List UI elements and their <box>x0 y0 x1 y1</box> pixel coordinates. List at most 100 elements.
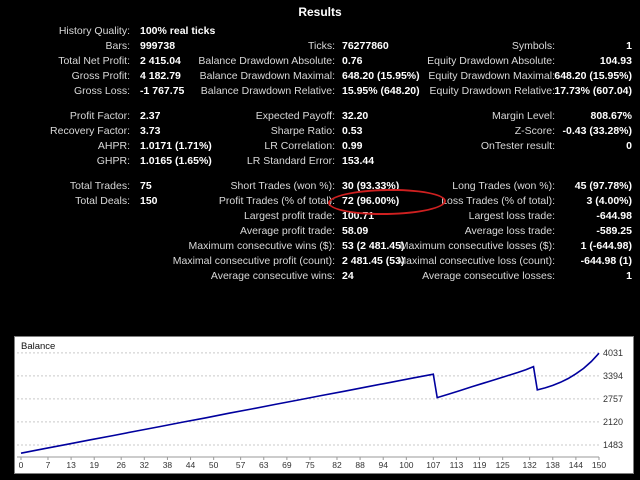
stat-value: 648.20 (15.95%) <box>342 70 420 82</box>
x-axis-label: 144 <box>569 460 583 470</box>
x-axis-label: 75 <box>305 460 315 470</box>
stat-row: Profit Factor: 2.37 Expected Payoff: 32.20 M… <box>0 109 640 124</box>
stat-value: 45 (97.78%) <box>574 180 632 192</box>
x-axis-label: 150 <box>592 460 606 470</box>
stat-label: AHPR: <box>97 140 130 152</box>
stat-value: 30 (93.33%) <box>342 180 400 192</box>
x-axis-label: 119 <box>473 460 487 470</box>
stat-label: Z-Score: <box>514 125 555 137</box>
balance-chart: 1483 2120 2757 3394 4031 0 7 13 19 26 32 38 44 50 57 63… <box>14 336 634 474</box>
x-axis-label: 94 <box>378 460 388 470</box>
stat-label: Ticks: <box>307 40 335 52</box>
stat-row: Average profit trade: 58.09 Average loss t… <box>0 224 640 239</box>
stat-row: Bars: 999738 Ticks: 76277860 Symbols: 1 <box>0 39 640 54</box>
stat-label: Average consecutive losses: <box>422 270 555 282</box>
stat-label: Largest loss trade: <box>468 210 555 222</box>
stat-label: Expected Payoff: <box>255 110 335 122</box>
x-axis-label: 7 <box>46 460 51 470</box>
x-axis-label: 44 <box>186 460 196 470</box>
stat-value: 150 <box>140 195 158 207</box>
stat-label: Margin Level: <box>491 110 555 122</box>
stat-label: Gross Profit: <box>71 70 130 82</box>
stat-label: Equity Drawdown Absolute: <box>427 55 555 67</box>
y-axis-label: 1483 <box>603 440 623 450</box>
x-axis-label: 57 <box>236 460 246 470</box>
stat-value: 0 <box>626 140 632 152</box>
stat-row: Maximal consecutive profit (count): 2 481… <box>0 254 640 269</box>
stat-value: 0.76 <box>342 55 363 67</box>
page-title: Results <box>298 5 342 19</box>
x-axis-label: 63 <box>259 460 269 470</box>
stat-label: Balance Drawdown Absolute: <box>198 55 335 67</box>
stat-label: Average consecutive wins: <box>210 270 335 282</box>
x-axis-label: 50 <box>209 460 219 470</box>
stat-value: 0.53 <box>342 125 363 137</box>
x-axis-label: 32 <box>140 460 150 470</box>
x-axis-label: 132 <box>523 460 537 470</box>
stat-label: Short Trades (won %): <box>230 180 335 192</box>
stat-row: Largest profit trade: 100.71 Largest loss … <box>0 209 640 224</box>
stat-label: Maximal consecutive profit (count): <box>172 255 335 267</box>
chart-legend-balance: Balance <box>21 341 55 352</box>
stat-label: Largest profit trade: <box>243 210 335 222</box>
stat-value: -644.98 (1) <box>580 255 632 267</box>
stat-value: 100% real ticks <box>140 25 216 37</box>
balance-chart-svg: 1483 2120 2757 3394 4031 0 7 13 19 26 32 38 44 50 57 63… <box>17 341 623 470</box>
stat-label: Total Net Profit: <box>58 55 130 67</box>
stat-row: Recovery Factor: 3.73 Sharpe Ratio: 0.53 Z-S… <box>0 124 640 139</box>
x-axis-label: 38 <box>163 460 173 470</box>
stat-value: 1 <box>626 270 632 282</box>
stat-value: -0.43 (33.28%) <box>562 125 632 137</box>
x-axis-label: 0 <box>19 460 24 470</box>
row-spacer <box>0 169 640 179</box>
stat-value: 3.73 <box>140 125 161 137</box>
row-spacer <box>0 99 640 109</box>
stat-label: Bars: <box>105 40 130 52</box>
stat-value: 1 <box>626 40 632 52</box>
stat-row: Gross Loss: -1 767.75 Balance Drawdown Rel… <box>0 84 640 99</box>
stat-value: 2 481.45 (53) <box>342 255 405 267</box>
stat-label: Sharpe Ratio: <box>270 125 335 137</box>
stat-value: 32.20 <box>342 110 369 122</box>
stat-label: OnTester result: <box>480 140 555 152</box>
x-axis-label: 69 <box>282 460 292 470</box>
stat-label: Symbols: <box>511 40 555 52</box>
stat-value: -589.25 <box>596 225 632 237</box>
stat-value: 72 (96.00%) <box>342 195 400 207</box>
stat-label: Recovery Factor: <box>50 125 130 137</box>
x-axis-label: 19 <box>89 460 99 470</box>
x-axis-label: 13 <box>66 460 76 470</box>
stat-row: Total Net Profit: 2 415.04 Balance Drawdow… <box>0 54 640 69</box>
x-axis-label: 107 <box>426 460 440 470</box>
y-axis-label: 2757 <box>603 394 623 404</box>
stat-value: 4 182.79 <box>140 70 181 82</box>
stat-value: 648.20 (15.95%) <box>554 70 632 82</box>
stat-label: Balance Drawdown Relative: <box>200 85 335 97</box>
stat-value: 999738 <box>140 40 176 52</box>
stat-label: Profit Trades (% of total): <box>218 195 335 207</box>
stat-row: Total Deals: 150 Profit Trades (% of total… <box>0 194 640 209</box>
stat-label: Gross Loss: <box>73 85 130 97</box>
stat-value: 58.09 <box>342 225 369 237</box>
stat-value: 76277860 <box>342 40 389 52</box>
stat-label: Maximal consecutive loss (count): <box>397 255 555 267</box>
stat-value: 75 <box>140 180 152 192</box>
stat-label: History Quality: <box>58 25 130 37</box>
stat-row: AHPR: 1.0171 (1.71%) LR Correlation: 0.99 On… <box>0 139 640 154</box>
stat-value: 15.95% (648.20) <box>342 85 420 97</box>
stat-value: 2.37 <box>140 110 161 122</box>
stat-value: 153.44 <box>342 155 375 167</box>
stat-label: Profit Factor: <box>69 110 130 122</box>
x-axis-label: 26 <box>116 460 126 470</box>
stat-value: 53 (2 481.45) <box>342 240 405 252</box>
stat-label: Long Trades (won %): <box>452 180 555 192</box>
results-table: History Quality: 100% real ticks Bars: 9997… <box>0 24 640 284</box>
stat-value: 808.67% <box>590 110 632 122</box>
stat-row: Maximum consecutive wins ($): 53 (2 481.4… <box>0 239 640 254</box>
stat-label: Balance Drawdown Maximal: <box>199 70 335 82</box>
y-axis-label: 3394 <box>603 371 623 381</box>
stat-row: Total Trades: 75 Short Trades (won %): 30 (… <box>0 179 640 194</box>
stat-label: Loss Trades (% of total): <box>441 195 555 207</box>
stat-label: GHPR: <box>96 155 130 167</box>
x-axis-label: 125 <box>496 460 510 470</box>
